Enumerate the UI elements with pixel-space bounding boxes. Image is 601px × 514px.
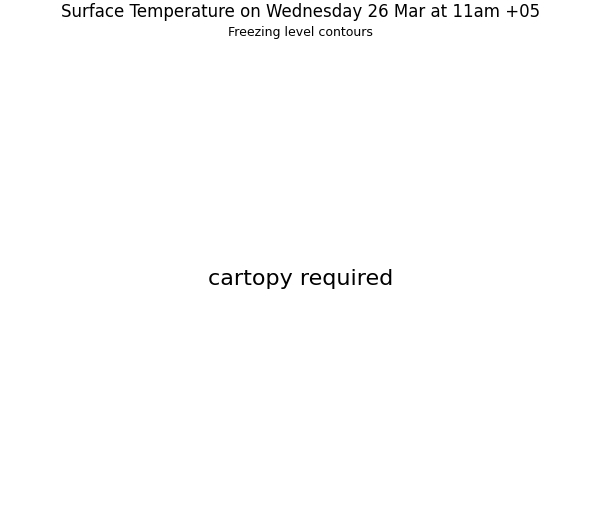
Text: cartopy required: cartopy required (208, 269, 393, 289)
Text: Freezing level contours: Freezing level contours (228, 26, 373, 39)
Text: Surface Temperature on Wednesday 26 Mar at 11am +05: Surface Temperature on Wednesday 26 Mar … (61, 3, 540, 21)
